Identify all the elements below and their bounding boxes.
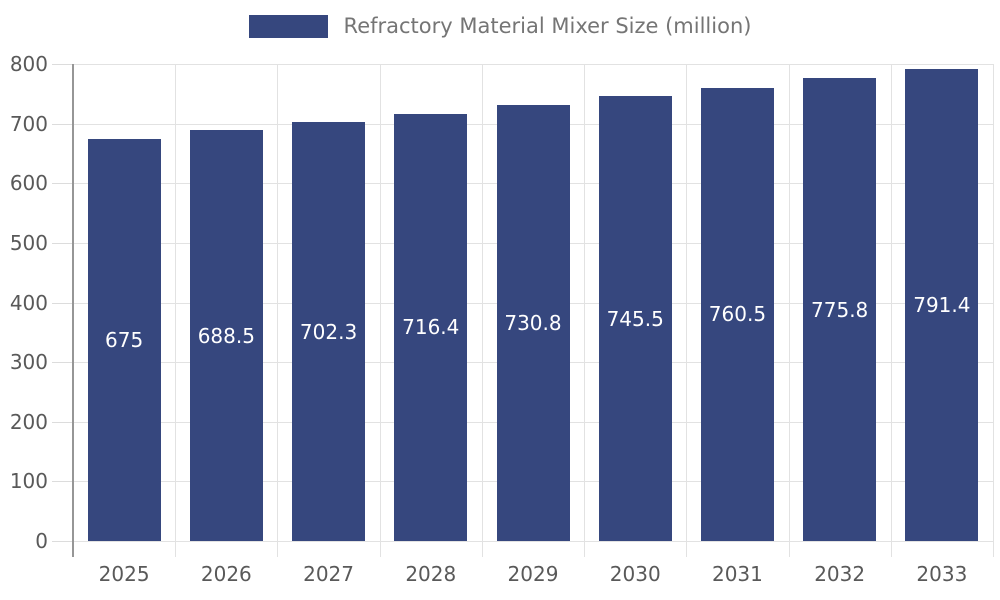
x-axis-tick-label: 2027	[303, 562, 354, 586]
bar: 688.5	[189, 130, 263, 541]
bar-value-label: 745.5	[606, 306, 664, 331]
x-gridline	[993, 64, 994, 557]
bar-value-label: 675	[105, 327, 144, 352]
x-axis-tick-label: 2026	[200, 562, 252, 586]
y-axis-tick-label: 300	[9, 350, 48, 375]
y-tick-mark	[52, 242, 73, 244]
y-tick-mark	[52, 362, 73, 364]
x-axis-tick-label: 2031	[711, 562, 763, 586]
bar-value-label: 730.8	[504, 311, 562, 336]
y-tick-mark	[52, 123, 73, 125]
x-gridline	[379, 64, 381, 557]
y-tick-mark	[52, 302, 73, 304]
x-axis-tick-label: 2028	[405, 562, 457, 586]
y-axis-tick-label: 100	[9, 469, 48, 494]
x-gridline	[277, 64, 279, 557]
y-tick-mark	[52, 421, 73, 423]
x-gridline	[890, 64, 892, 557]
bar-value-label: 760.5	[708, 302, 767, 327]
bar: 730.8	[496, 105, 570, 541]
x-gridline	[788, 64, 790, 557]
bar-value-label: 716.4	[402, 315, 460, 340]
x-axis-tick-label: 2025	[98, 562, 150, 586]
y-gridline	[73, 64, 993, 65]
bar-value-label: 702.3	[299, 319, 358, 344]
y-tick-mark	[52, 481, 73, 483]
y-axis-tick-label: 400	[9, 290, 48, 315]
y-gridline	[73, 541, 993, 542]
bar-value-label: 791.4	[913, 293, 971, 318]
bar-value-label: 775.8	[811, 297, 869, 322]
y-axis-tick-label: 500	[9, 230, 48, 255]
bar: 675	[87, 138, 161, 541]
x-axis-tick-label: 2029	[507, 562, 559, 586]
bar: 702.3	[292, 122, 366, 541]
x-axis-tick-label: 2033	[916, 562, 968, 586]
x-gridline	[175, 64, 177, 557]
bar: 745.5	[598, 96, 672, 541]
x-gridline	[584, 64, 586, 557]
bar: 775.8	[803, 78, 877, 541]
x-gridline	[686, 64, 688, 557]
y-tick-mark	[52, 183, 73, 185]
x-axis-tick-label: 2030	[609, 562, 661, 586]
bar-value-label: 688.5	[197, 323, 255, 348]
legend-swatch[interactable]	[248, 14, 328, 38]
y-tick-mark	[52, 541, 73, 542]
x-gridline	[481, 64, 483, 557]
y-axis-tick-label: 200	[9, 409, 48, 434]
y-axis-tick-label: 0	[35, 529, 48, 553]
chart-legend[interactable]: Refractory Material Mixer Size (million)	[0, 14, 1000, 38]
y-axis-tick-label: 600	[9, 171, 48, 196]
y-axis-line	[72, 64, 74, 557]
bar: 716.4	[394, 113, 468, 541]
bar: 760.5	[700, 87, 774, 541]
legend-label: Refractory Material Mixer Size (million)	[343, 14, 752, 38]
y-tick-mark	[52, 64, 73, 65]
y-axis-tick-label: 700	[9, 111, 48, 136]
x-axis-tick-label: 2032	[814, 562, 866, 586]
y-axis-tick-label: 800	[9, 52, 48, 76]
bar: 791.4	[905, 69, 979, 541]
